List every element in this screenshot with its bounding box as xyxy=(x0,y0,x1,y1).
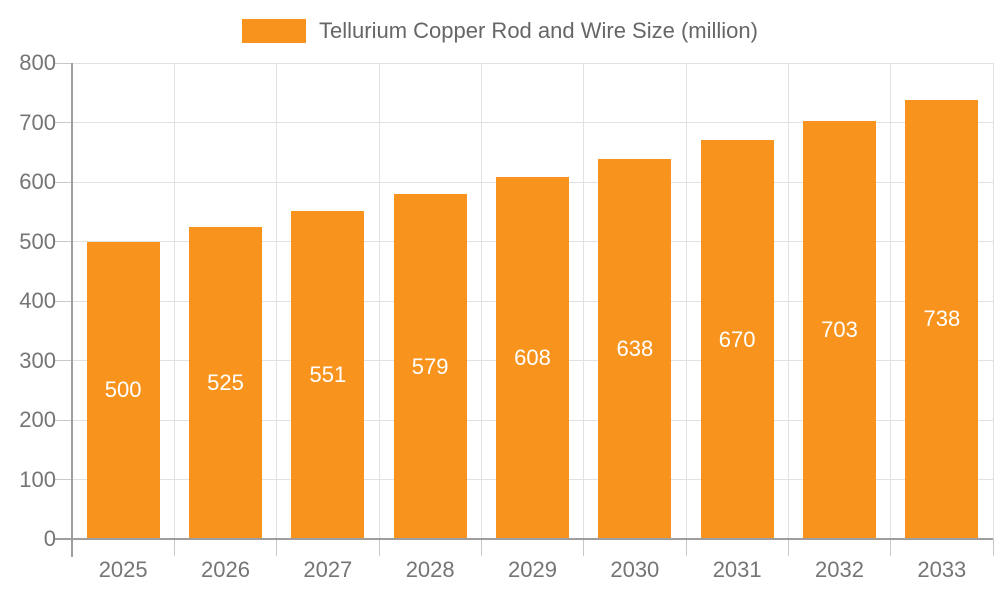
y-axis-tick-label: 300 xyxy=(19,347,56,373)
x-axis-tick xyxy=(787,539,789,556)
gridline-horizontal xyxy=(72,62,993,64)
bar-value-label: 703 xyxy=(821,316,858,342)
bar[interactable]: 638 xyxy=(598,159,672,539)
gridline-horizontal xyxy=(72,122,993,123)
legend-swatch-icon xyxy=(242,19,307,43)
x-axis-tick xyxy=(992,539,994,556)
gridline-vertical xyxy=(992,63,994,539)
bar[interactable]: 738 xyxy=(905,99,979,539)
y-axis-tick xyxy=(55,181,72,183)
gridline-vertical xyxy=(890,63,892,539)
y-axis-tick xyxy=(55,419,72,421)
x-axis-tick xyxy=(685,539,687,556)
y-axis-tick-label: 0 xyxy=(43,526,56,551)
x-axis-label: 2025 xyxy=(98,557,148,582)
x-axis-label: 2028 xyxy=(405,557,455,582)
bar-value-label: 525 xyxy=(207,369,244,395)
bar-value-label: 738 xyxy=(923,306,961,332)
y-axis-line xyxy=(71,63,73,557)
y-axis-tick-label: 400 xyxy=(19,288,56,313)
x-axis-line xyxy=(55,538,993,540)
bar-value-label: 670 xyxy=(718,326,756,352)
bar-value-label: 579 xyxy=(411,353,449,379)
gridline-vertical xyxy=(685,63,687,539)
bar-value-label: 500 xyxy=(104,377,142,403)
y-axis-tick-label: 800 xyxy=(19,50,56,75)
y-axis-tick xyxy=(55,479,72,480)
bar[interactable]: 525 xyxy=(189,226,262,539)
x-axis-label: 2033 xyxy=(917,557,967,582)
gridline-vertical xyxy=(173,63,175,539)
y-axis-tick xyxy=(55,241,72,242)
y-axis-tick-label: 200 xyxy=(19,407,56,432)
bar-value-label: 551 xyxy=(309,362,347,388)
x-axis-label: 2029 xyxy=(508,557,557,582)
legend-label: Tellurium Copper Rod and Wire Size (mill… xyxy=(319,18,758,43)
y-axis-tick xyxy=(55,300,72,302)
y-axis-tick-label: 100 xyxy=(19,466,56,492)
x-axis-label: 2031 xyxy=(712,557,762,582)
y-axis-tick-label: 700 xyxy=(19,109,56,135)
y-axis-tick-label: 600 xyxy=(19,169,56,194)
x-axis-label: 2026 xyxy=(201,557,250,582)
x-axis-tick xyxy=(276,539,278,556)
gridline-vertical xyxy=(276,63,278,539)
bar[interactable]: 703 xyxy=(803,120,876,539)
gridline-vertical xyxy=(378,63,380,539)
bar[interactable]: 579 xyxy=(393,194,467,539)
gridline-vertical xyxy=(583,63,585,539)
bar[interactable]: 551 xyxy=(291,211,365,539)
x-axis-tick xyxy=(890,539,892,556)
y-axis-tick-label: 500 xyxy=(19,228,56,254)
y-axis-tick xyxy=(55,122,72,123)
y-axis-tick xyxy=(55,62,72,64)
x-axis-label: 2027 xyxy=(303,557,353,582)
gridline-vertical xyxy=(480,63,482,539)
y-axis-tick xyxy=(55,360,72,361)
bar[interactable]: 500 xyxy=(86,241,160,539)
x-axis-tick xyxy=(378,539,380,556)
legend[interactable]: Tellurium Copper Rod and Wire Size (mill… xyxy=(0,16,1000,46)
bar-value-label: 608 xyxy=(514,345,551,371)
x-axis-label: 2030 xyxy=(610,557,660,582)
x-axis-tick xyxy=(173,539,175,556)
bar-value-label: 638 xyxy=(616,336,654,362)
x-axis-tick xyxy=(583,539,585,556)
x-axis-label: 2032 xyxy=(815,557,864,582)
bar[interactable]: 670 xyxy=(700,140,774,539)
bar[interactable]: 608 xyxy=(496,177,569,539)
x-axis-tick xyxy=(480,539,482,556)
gridline-vertical xyxy=(787,63,789,539)
